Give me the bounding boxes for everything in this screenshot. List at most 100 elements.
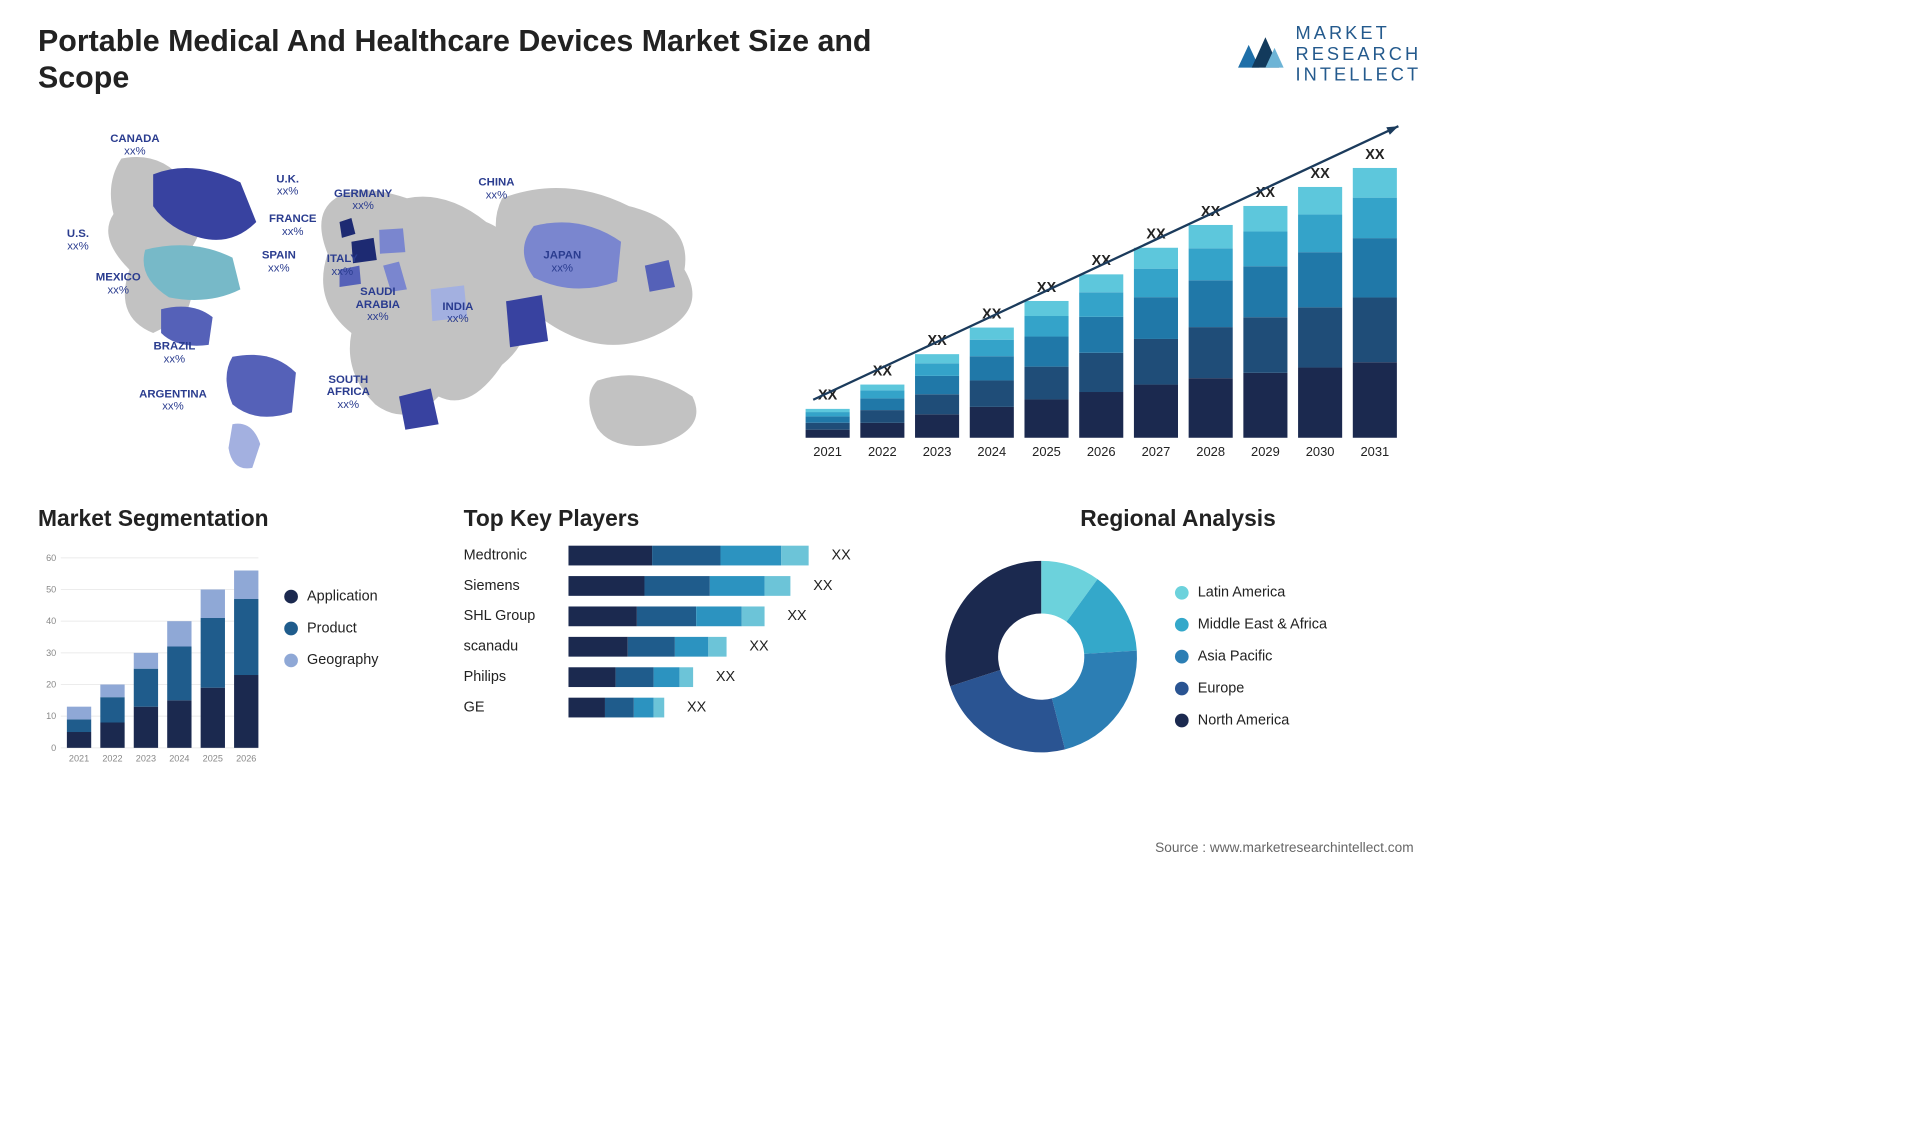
growth-value-label: XX <box>1310 166 1330 182</box>
player-name: Philips <box>464 669 555 686</box>
player-bar-segment <box>568 546 652 566</box>
player-name: Medtronic <box>464 547 555 564</box>
player-bar-segment <box>781 546 808 566</box>
seg-bar-segment <box>167 647 191 701</box>
growth-bar-segment <box>1353 362 1397 438</box>
legend-dot <box>1175 650 1189 664</box>
growth-arrow-head <box>1386 126 1398 135</box>
growth-bar-segment <box>1298 368 1342 438</box>
player-name: Siemens <box>464 578 555 595</box>
player-bar-segment <box>616 667 654 687</box>
legend-dot <box>1175 714 1189 728</box>
seg-ytick: 60 <box>46 553 56 563</box>
key-players-list: Medtronic XXSiemens XXSHL Group XXscanad… <box>464 546 905 718</box>
bottom-row: Market Segmentation 01020304050602021202… <box>38 506 1421 787</box>
growth-bar-segment <box>1079 353 1123 392</box>
seg-bar-segment <box>234 599 258 675</box>
seg-bar-segment <box>67 719 91 732</box>
seg-year-label: 2023 <box>136 754 156 764</box>
legend-dot <box>1175 586 1189 600</box>
growth-bar-segment <box>1353 168 1397 198</box>
growth-year-label: 2029 <box>1251 444 1280 459</box>
growth-bar-segment <box>1134 385 1178 438</box>
player-bar-segment <box>654 667 680 687</box>
growth-bar-segment <box>1079 392 1123 438</box>
seg-ytick: 20 <box>46 680 56 690</box>
player-bar-segment <box>644 576 709 596</box>
seg-legend-item: Product <box>284 620 378 637</box>
seg-bar-segment <box>100 723 124 748</box>
player-name: scanadu <box>464 638 555 655</box>
seg-bar-segment <box>167 621 191 646</box>
seg-bar-segment <box>134 653 158 669</box>
world-map: CANADAxx%U.S.xx%MEXICOxx%BRAZILxx%ARGENT… <box>38 111 760 476</box>
seg-bar-segment <box>67 707 91 720</box>
seg-bar-segment <box>100 685 124 698</box>
seg-ytick: 10 <box>46 711 56 721</box>
growth-bar-segment <box>1189 378 1233 438</box>
growth-year-label: 2023 <box>923 444 952 459</box>
legend-dot <box>284 622 298 636</box>
growth-bar-segment <box>1079 274 1123 292</box>
brand-logo: MARKET RESEARCH INTELLECT <box>1236 23 1421 86</box>
player-row: SHL Group XX <box>464 606 905 626</box>
legend-dot <box>1175 682 1189 696</box>
player-bar-segment <box>720 546 781 566</box>
player-row: Siemens XX <box>464 576 905 596</box>
regional-legend-item: Latin America <box>1175 584 1327 601</box>
seg-bar-segment <box>134 707 158 748</box>
regional-legend-item: North America <box>1175 712 1327 729</box>
growth-bar-segment <box>1079 292 1123 317</box>
growth-bar-segment <box>1189 327 1233 378</box>
player-bar-segment <box>605 698 634 718</box>
legend-label: Application <box>307 588 378 605</box>
player-value: XX <box>787 608 806 625</box>
segmentation-legend: ApplicationProductGeography <box>284 543 378 669</box>
map-label: ARGENTINAxx% <box>139 388 207 413</box>
growth-bar-segment <box>1024 301 1068 316</box>
growth-bar-segment <box>860 390 904 398</box>
growth-bar-segment <box>1243 266 1287 317</box>
player-bar <box>568 576 790 596</box>
map-label: SAUDIARABIAxx% <box>356 286 400 324</box>
top-row: CANADAxx%U.S.xx%MEXICOxx%BRAZILxx%ARGENT… <box>38 111 1421 476</box>
growth-bar-segment <box>1189 225 1233 248</box>
growth-year-label: 2028 <box>1196 444 1225 459</box>
header: Portable Medical And Healthcare Devices … <box>38 23 1421 96</box>
player-bar-segment <box>568 667 615 687</box>
map-label: GERMANYxx% <box>334 188 392 213</box>
player-value: XX <box>813 578 832 595</box>
growth-bar-segment <box>860 410 904 423</box>
seg-bar-segment <box>167 700 191 748</box>
regional-legend-item: Middle East & Africa <box>1175 616 1327 633</box>
seg-bar-segment <box>134 669 158 707</box>
map-label: JAPANxx% <box>543 250 581 275</box>
seg-bar-segment <box>234 675 258 748</box>
growth-bar-segment <box>1189 280 1233 327</box>
growth-bar-segment <box>1024 316 1068 337</box>
growth-bar-segment <box>1079 317 1123 353</box>
map-brazil <box>227 355 296 417</box>
player-row: Medtronic XX <box>464 546 905 566</box>
player-bar-segment <box>637 606 696 626</box>
growth-year-label: 2025 <box>1032 444 1061 459</box>
growth-bar-segment <box>806 430 850 438</box>
growth-year-label: 2030 <box>1306 444 1335 459</box>
growth-value-label: XX <box>1365 147 1385 163</box>
map-label: CHINAxx% <box>478 177 514 202</box>
legend-label: Europe <box>1198 680 1245 697</box>
map-label: SOUTHAFRICAxx% <box>327 374 370 412</box>
segmentation-chart: 0102030405060202120222023202420252026 <box>38 543 266 771</box>
growth-bar-segment <box>1353 198 1397 238</box>
seg-bar-segment <box>100 697 124 722</box>
map-label: U.S.xx% <box>67 228 89 253</box>
growth-bar-segment <box>1189 248 1233 280</box>
seg-ytick: 50 <box>46 585 56 595</box>
key-players-title: Top Key Players <box>464 506 905 532</box>
page-title: Portable Medical And Healthcare Devices … <box>38 23 874 96</box>
seg-bar-segment <box>67 732 91 748</box>
growth-bar-segment <box>1298 187 1342 215</box>
seg-year-label: 2024 <box>169 754 189 764</box>
player-value: XX <box>749 638 768 655</box>
logo-icon <box>1236 31 1285 77</box>
